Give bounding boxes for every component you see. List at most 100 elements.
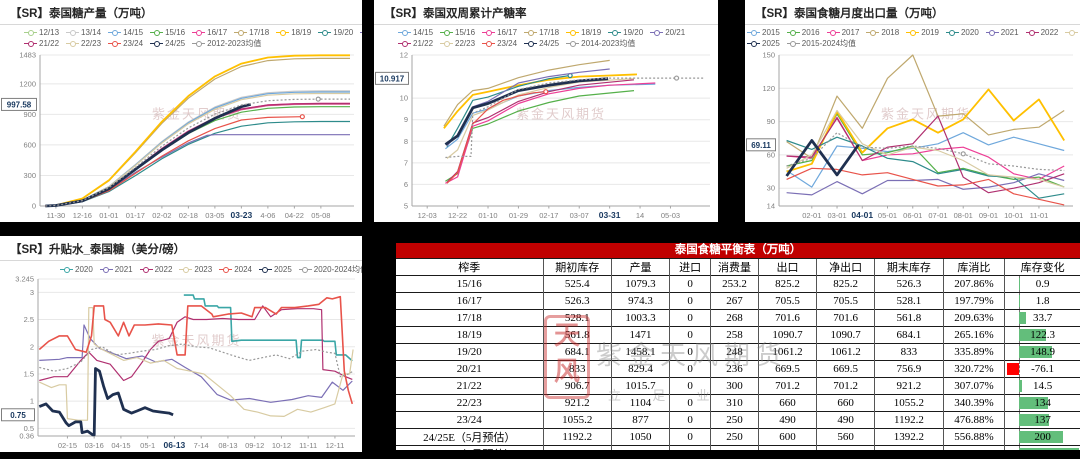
table-cell: 600 bbox=[757, 445, 817, 450]
table-cell: 0 bbox=[669, 292, 711, 310]
y-tick-label: 5 bbox=[404, 202, 408, 211]
chart-canvas: 0.360.5 1 1.5 2 2.5 3 3.245 02-15 03-16 04-15 05-1… bbox=[1, 275, 355, 450]
table-cell: 705.5 bbox=[757, 292, 817, 310]
watermark-text: 紫金天风期货 bbox=[516, 106, 606, 121]
legend-item: 2020 bbox=[60, 265, 93, 274]
legend-marker-icon bbox=[24, 29, 37, 37]
legend-marker-icon bbox=[482, 40, 496, 48]
table-row: 19/20 684.1 1458.1 0 248 1061.2 1061.2 833 335.8… bbox=[396, 343, 1080, 361]
databar-axis bbox=[1018, 293, 1020, 309]
stock-change-cell: 200 bbox=[1004, 428, 1080, 446]
table-cell: 0 bbox=[669, 394, 711, 412]
legend-label: 16/17 bbox=[207, 28, 228, 37]
legend-label: 2022 bbox=[154, 265, 173, 274]
balance-table-panel: 泰国食糖平衡表（万吨） 榨季 期初库存 产量 进口 消费量 出口 净出口 期末库存 库消比 库存变… bbox=[396, 243, 1080, 450]
legend-marker-icon bbox=[747, 40, 760, 48]
legend-item: 22/23 bbox=[440, 39, 475, 48]
table-cell: 0 bbox=[669, 411, 711, 429]
legend-item: 2012-2023均值 bbox=[192, 38, 261, 49]
table-cell: 664.88% bbox=[942, 445, 1005, 450]
series-2023 bbox=[39, 306, 354, 421]
stock-change-cell: 14.5 bbox=[1004, 377, 1080, 395]
table-header-cell: 期初库存 bbox=[542, 258, 612, 276]
table-cell: 490 bbox=[757, 411, 817, 429]
series-2022 bbox=[39, 305, 353, 382]
legend-item: 2023 bbox=[1065, 28, 1080, 37]
stock-change-value: 137 bbox=[1034, 414, 1051, 426]
table-cell: 1192.2 bbox=[542, 428, 612, 446]
databar-positive bbox=[1018, 346, 1052, 358]
table-cell: 265.16% bbox=[942, 326, 1005, 344]
table-cell: 528.1 bbox=[874, 292, 944, 310]
table-cell: 1050 bbox=[610, 428, 670, 446]
legend-item: 2017 bbox=[826, 28, 859, 37]
table-cell: 525.4 bbox=[542, 275, 612, 293]
legend-label: 17/18 bbox=[539, 28, 560, 37]
x-tick-label: 05-08 bbox=[311, 211, 330, 220]
legend-item: 12/13 bbox=[24, 28, 59, 37]
legend-marker-icon bbox=[650, 29, 664, 37]
legend-label: 2024 bbox=[234, 265, 252, 274]
legend-marker-icon bbox=[524, 29, 538, 37]
series-marker bbox=[315, 96, 321, 102]
legend-marker-icon bbox=[566, 40, 580, 48]
axis-marker-box bbox=[746, 138, 776, 152]
table-header-cell: 榨季 bbox=[396, 258, 544, 276]
season-cell: 22/23 bbox=[396, 394, 544, 412]
table-cell: 0 bbox=[669, 428, 711, 446]
databar-positive bbox=[1018, 414, 1049, 426]
table-cell: 684.1 bbox=[542, 343, 612, 361]
y-tick-label: 7 bbox=[404, 158, 408, 167]
legend-label: 2016 bbox=[801, 28, 820, 37]
table-cell: 660 bbox=[757, 394, 817, 412]
table-cell: 701.6 bbox=[757, 309, 817, 327]
legend-item: 2020-2024均值 bbox=[298, 264, 362, 275]
table-cell: 684.1 bbox=[874, 326, 944, 344]
legend-label: 13/14 bbox=[81, 28, 102, 37]
table-cell: 0 bbox=[669, 360, 711, 378]
chart-panel-monthly-exports: 【SR】泰国食糖月度出口量（万吨） 2015 2016 2017 2018 2019 20… bbox=[745, 0, 1080, 222]
table-cell: 1662.2 bbox=[874, 445, 944, 450]
stock-change-value: 200 bbox=[1034, 431, 1051, 443]
legend-label: 2020 bbox=[75, 265, 93, 274]
legend-item: 19/20 bbox=[608, 28, 643, 37]
season-cell: 21/22 bbox=[396, 377, 544, 395]
y-tick-label: 120 bbox=[762, 84, 775, 93]
y-tick-label: 2.5 bbox=[24, 315, 34, 324]
legend-marker-icon bbox=[608, 29, 622, 37]
x-tick-label: 12-11 bbox=[326, 441, 345, 450]
table-header-cell: 净出口 bbox=[816, 258, 875, 276]
legend-marker-icon bbox=[66, 29, 80, 37]
legend-label: 2022 bbox=[1040, 28, 1059, 37]
legend-marker-icon bbox=[786, 29, 800, 37]
season-cell: 17/18 bbox=[396, 309, 544, 327]
legend-item: 19/20 bbox=[318, 28, 353, 37]
legend-item: 2015-2024均值 bbox=[786, 38, 856, 49]
databar-positive bbox=[1018, 397, 1049, 409]
x-tick-label: 10-12 bbox=[272, 441, 291, 450]
legend-label: 21/22 bbox=[39, 39, 60, 48]
series-2012-2023均值 bbox=[45, 98, 350, 207]
legend-marker-icon bbox=[1065, 29, 1079, 37]
table-header-row: 榨季 期初库存 产量 进口 消费量 出口 净出口 期末库存 库消比 库存变化 bbox=[396, 258, 1080, 276]
axis-marker-label: 10.917 bbox=[380, 74, 405, 83]
legend-label: 20/21 bbox=[665, 28, 686, 37]
y-tick-label: 1 bbox=[30, 397, 34, 406]
legend-label: 2012-2023均值 bbox=[207, 39, 262, 48]
x-tick-label: 07-01 bbox=[928, 211, 947, 220]
legend-label: 2020-2024均值 bbox=[313, 265, 362, 274]
x-tick-label: 02-18 bbox=[179, 211, 198, 220]
legend-label: 19/20 bbox=[333, 28, 354, 37]
series-2014-2023均值 bbox=[445, 77, 704, 159]
table-cell: 1471 bbox=[610, 326, 670, 344]
table-cell: 1055.2 bbox=[542, 411, 612, 429]
balance-table: 榨季 期初库存 产量 进口 消费量 出口 净出口 期末库存 库消比 库存变化 15/16 525.4 1… bbox=[396, 258, 1080, 450]
legend-label: 2021 bbox=[114, 265, 133, 274]
legend-label: 2023 bbox=[194, 265, 213, 274]
series-24/25 bbox=[444, 77, 609, 146]
databar-positive bbox=[1018, 431, 1063, 443]
y-tick-label: 2 bbox=[30, 342, 34, 351]
series-18/19 bbox=[45, 54, 350, 207]
season-cell: 19/20 bbox=[396, 343, 544, 361]
table-cell: 0 bbox=[669, 275, 711, 293]
